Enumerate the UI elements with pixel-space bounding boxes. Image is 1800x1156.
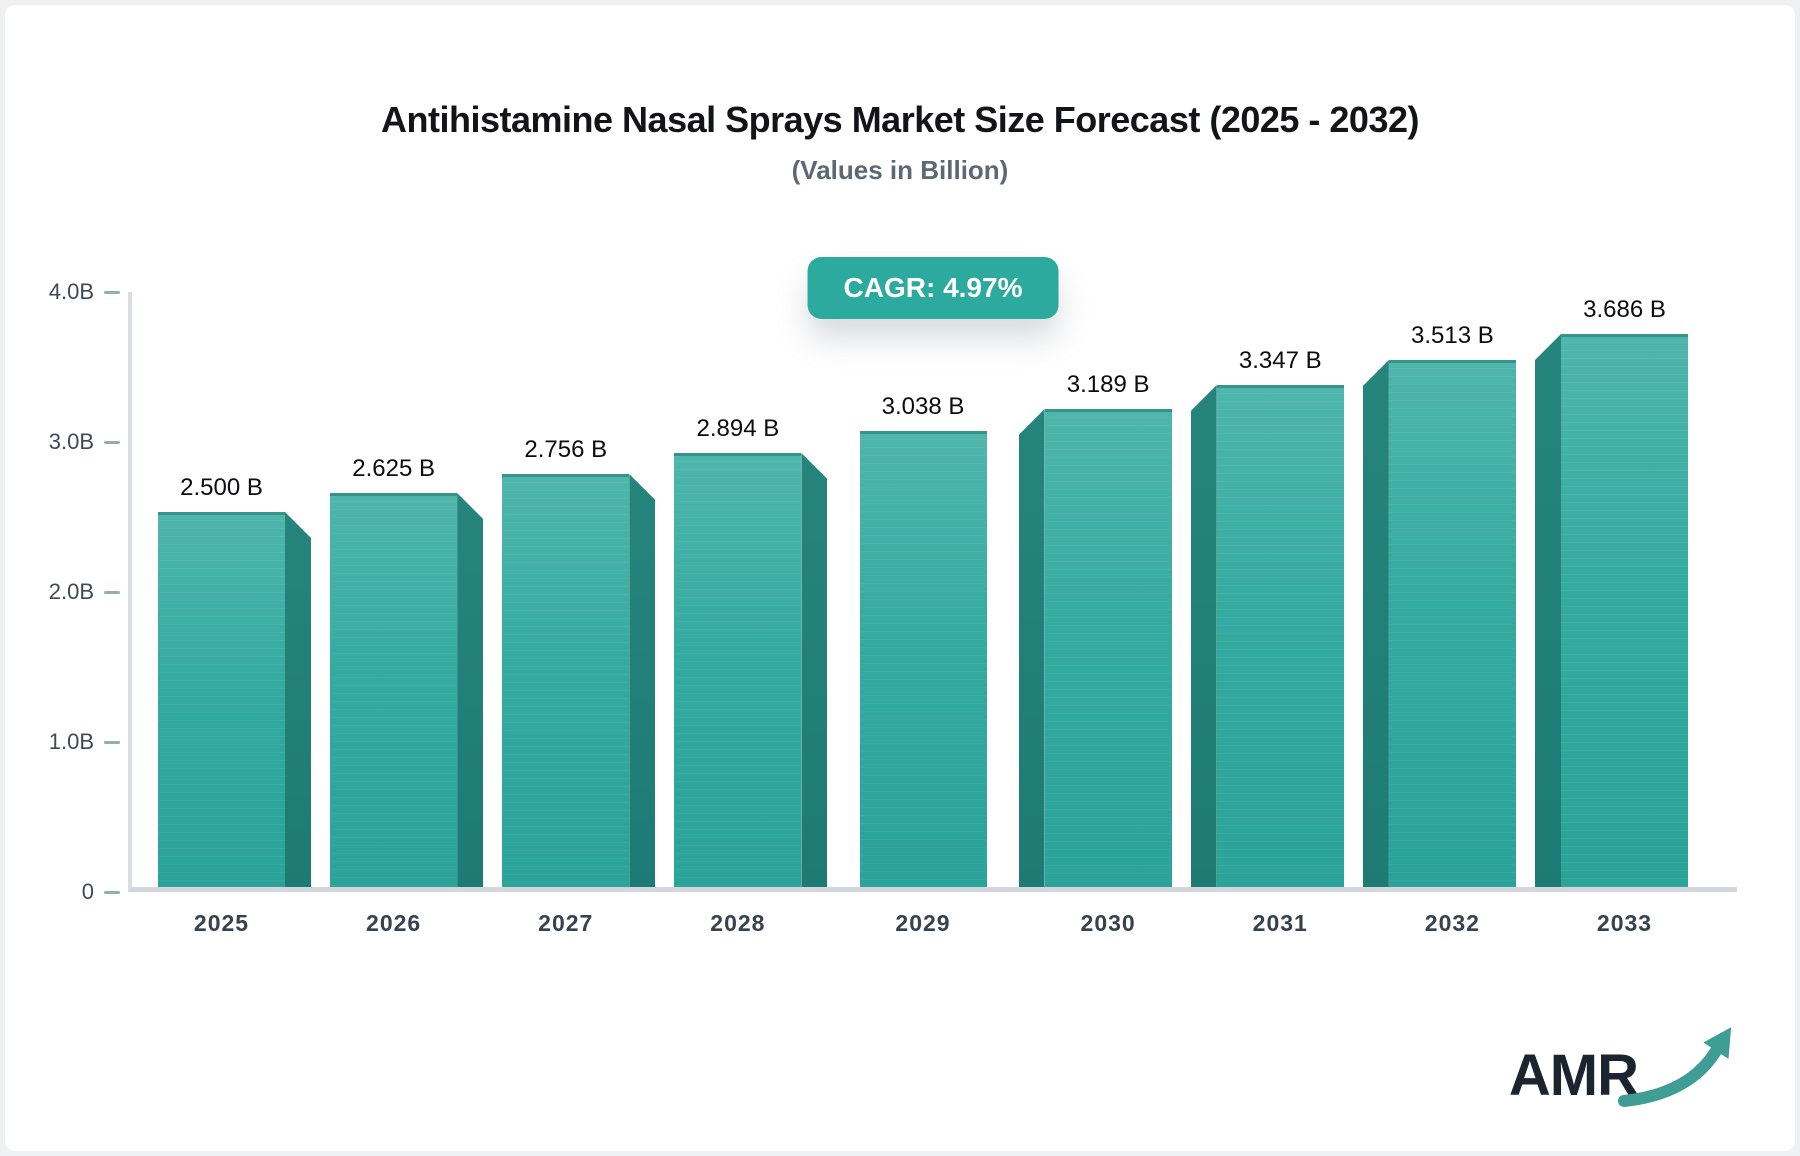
bar-face (859, 431, 987, 887)
bar-group: 3.038 B 2029 (847, 393, 1000, 936)
bar-face (1388, 360, 1516, 887)
x-axis-label: 2028 (710, 910, 766, 936)
bar-group: 2.756 B 2027 (502, 436, 656, 936)
bar-face (1044, 409, 1172, 887)
bar-group: 3.189 B 2030 (1018, 371, 1172, 936)
y-tick-mark (104, 290, 120, 294)
bar-value-label: 3.189 B (1066, 371, 1150, 398)
bar-value-label: 2.625 B (352, 455, 435, 482)
bar-side-3d (629, 474, 656, 887)
bar-face (674, 453, 802, 887)
bar-side-3d (1362, 360, 1389, 887)
y-tick: 0 (82, 879, 120, 905)
bar-value-label: 2.500 B (180, 474, 263, 501)
y-tick: 1.0B (49, 729, 120, 755)
bar-side-3d (457, 493, 484, 887)
y-tick: 4.0B (49, 279, 120, 305)
bar-value-label: 3.686 B (1583, 296, 1666, 323)
bar-face (330, 493, 458, 887)
x-axis-label: 2031 (1252, 910, 1308, 936)
x-axis-label: 2029 (895, 910, 951, 936)
y-tick-mark (104, 440, 120, 444)
bar-value-label: 2.894 B (696, 415, 780, 442)
y-tick-label: 3.0B (48, 429, 94, 454)
y-tick-mark (104, 890, 120, 894)
bar-group: 3.686 B 2033 (1535, 296, 1688, 936)
x-axis-label: 2033 (1596, 910, 1653, 936)
x-axis-label: 2026 (366, 910, 422, 936)
bar-side-3d (1190, 385, 1217, 887)
bar-value-label: 3.038 B (881, 393, 965, 420)
bar-side-3d (285, 512, 311, 887)
y-tick-label: 1.0B (48, 729, 94, 754)
bar-value-label: 3.347 B (1238, 347, 1322, 374)
y-tick-label: 0 (81, 879, 94, 904)
cagr-badge: CAGR: 4.97% (807, 257, 1059, 319)
bar-side-3d (1535, 334, 1561, 887)
bar-chart: 4.0B 3.0B 2.0B 1.0B 0 2.500 B 2025 2.625 B 2026… (49, 279, 1737, 936)
bar-face (502, 474, 630, 887)
bar-group: 2.500 B 2025 (158, 474, 311, 936)
x-axis-label: 2025 (193, 910, 250, 936)
bar-side-3d (801, 453, 828, 887)
x-axis-label: 2032 (1424, 910, 1480, 936)
bar-group: 3.513 B 2032 (1362, 322, 1516, 936)
x-axis-label: 2030 (1080, 910, 1136, 936)
logo-text: AMR (1508, 1043, 1639, 1108)
bar-face (158, 512, 285, 887)
growth-arrow-icon (1618, 1027, 1732, 1107)
plot-area: 2.500 B 2025 2.625 B 2026 2.756 B 2027 2.894 B… (132, 292, 1737, 936)
y-tick-mark (104, 740, 120, 744)
bar-face (1561, 334, 1688, 887)
y-tick: 2.0B (49, 579, 120, 605)
bar-group: 2.894 B 2028 (674, 415, 828, 936)
bar-group: 3.347 B 2031 (1190, 347, 1344, 936)
chart-card: Antihistamine Nasal Sprays Market Size F… (5, 5, 1795, 1151)
y-tick: 3.0B (49, 429, 120, 455)
y-tick-label: 2.0B (48, 579, 94, 604)
y-axis: 4.0B 3.0B 2.0B 1.0B 0 (9, 279, 128, 904)
y-tick-mark (104, 590, 120, 594)
chart-subtitle: (Values in Billion) (791, 155, 1009, 185)
bar-side-3d (1018, 409, 1045, 887)
bar-value-label: 3.513 B (1411, 322, 1494, 349)
x-axis-label: 2027 (538, 910, 594, 936)
chart-title: Antihistamine Nasal Sprays Market Size F… (381, 99, 1419, 140)
y-tick-label: 4.0B (48, 279, 94, 304)
bar-face (1216, 385, 1344, 887)
bar-group: 2.625 B 2026 (330, 455, 484, 936)
amr-logo: AMR (1508, 1027, 1740, 1108)
bar-value-label: 2.756 B (524, 436, 608, 463)
